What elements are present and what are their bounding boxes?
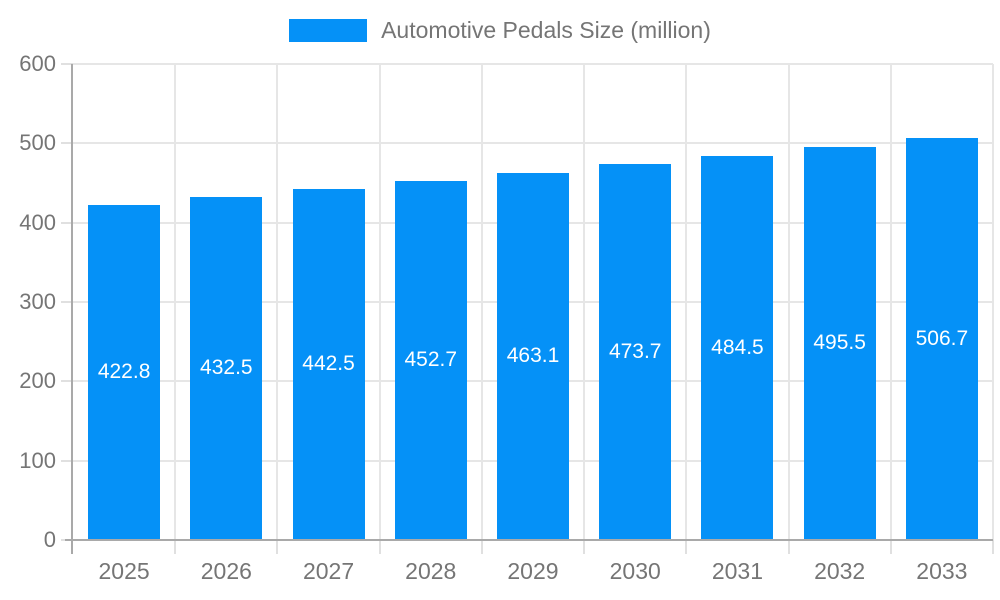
y-axis-label: 500 bbox=[19, 130, 56, 156]
y-axis-label: 0 bbox=[43, 527, 56, 552]
y-axis-tick bbox=[61, 380, 73, 383]
bar-2029[interactable] bbox=[497, 172, 569, 540]
y-axis-tick bbox=[61, 301, 73, 303]
bar-2032[interactable] bbox=[803, 146, 876, 540]
y-axis-label: 100 bbox=[19, 447, 56, 473]
y-axis-label: 400 bbox=[19, 209, 56, 235]
x-axis-label: 2030 bbox=[609, 558, 661, 584]
y-axis-tick bbox=[61, 459, 73, 462]
x-axis-label: 2025 bbox=[98, 558, 150, 584]
bar-2027[interactable] bbox=[292, 188, 365, 540]
x-gridline bbox=[276, 64, 279, 540]
x-gridline bbox=[378, 64, 381, 540]
x-gridline bbox=[480, 64, 483, 540]
x-axis-label: 2031 bbox=[711, 558, 764, 584]
y-axis-line bbox=[71, 64, 73, 554]
legend-label: Automotive Pedals Size (million) bbox=[381, 17, 711, 43]
x-axis-label: 2026 bbox=[200, 558, 252, 584]
x-axis-tick bbox=[992, 540, 994, 554]
bar-2030[interactable] bbox=[599, 164, 672, 540]
bar-2031[interactable] bbox=[701, 155, 774, 540]
x-axis-tick bbox=[480, 540, 483, 554]
x-axis-label: 2033 bbox=[916, 558, 968, 584]
x-axis-tick bbox=[889, 540, 892, 554]
x-axis-label: 2027 bbox=[302, 558, 355, 584]
x-gridline bbox=[685, 64, 688, 540]
x-gridline bbox=[787, 64, 790, 540]
legend-swatch bbox=[289, 18, 368, 42]
bar-2028[interactable] bbox=[394, 180, 467, 540]
x-gridline bbox=[583, 64, 586, 540]
y-axis-label: 300 bbox=[19, 289, 56, 314]
x-gridline bbox=[174, 64, 177, 540]
x-axis-tick bbox=[276, 540, 279, 554]
bar-2026[interactable] bbox=[190, 196, 263, 540]
y-axis-label: 600 bbox=[19, 51, 56, 76]
x-axis-tick bbox=[685, 540, 688, 554]
y-gridline bbox=[73, 63, 993, 65]
y-axis-tick bbox=[61, 63, 73, 65]
x-axis-label: 2029 bbox=[507, 558, 559, 584]
y-axis-tick bbox=[61, 142, 73, 145]
x-axis-label: 2028 bbox=[405, 558, 457, 584]
x-axis-tick bbox=[174, 540, 177, 554]
y-axis-label: 200 bbox=[19, 368, 56, 394]
legend[interactable]: Automotive Pedals Size (million) bbox=[0, 17, 1000, 43]
bar-2025[interactable] bbox=[88, 204, 161, 540]
x-gridline bbox=[889, 64, 892, 540]
x-axis-tick bbox=[378, 540, 381, 554]
x-axis-tick bbox=[787, 540, 790, 554]
x-axis-tick bbox=[583, 540, 586, 554]
y-gridline bbox=[73, 142, 993, 145]
x-gridline bbox=[992, 64, 994, 540]
x-axis-label: 2032 bbox=[814, 558, 866, 584]
bar-2033[interactable] bbox=[905, 138, 978, 540]
y-axis-tick bbox=[61, 221, 73, 224]
x-axis-line bbox=[65, 539, 993, 541]
